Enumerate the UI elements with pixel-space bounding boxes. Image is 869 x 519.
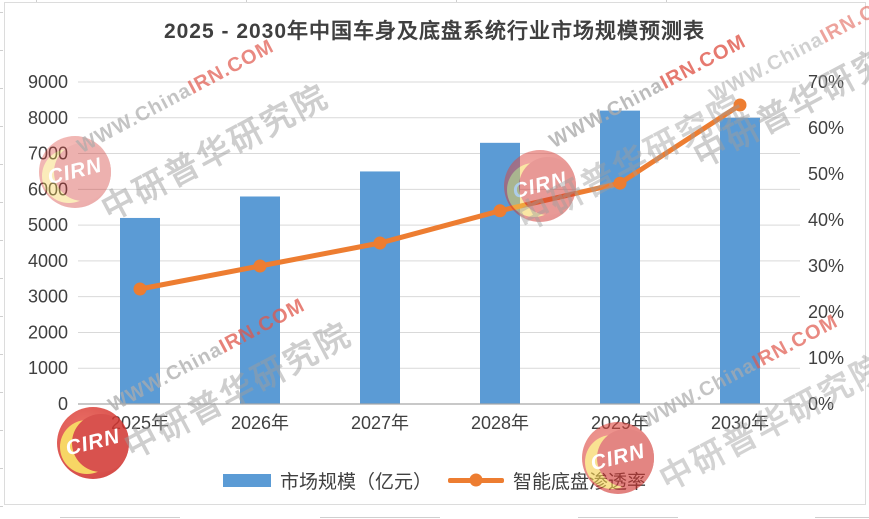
line-marker: [133, 282, 147, 296]
line-marker: [733, 98, 747, 112]
left-axis-tick-label: 9000: [28, 72, 68, 92]
sheet-edge-tick: [0, 50, 3, 51]
sheet-edge-tick: [0, 354, 3, 355]
bar: [120, 217, 160, 404]
bar: [720, 117, 760, 405]
sheet-edge-tick: [60, 517, 180, 518]
right-axis-tick-label: 70%: [808, 72, 844, 92]
legend-item-bar: 市场规模（亿元）: [222, 467, 432, 494]
bar: [600, 110, 640, 404]
right-axis-tick-label: 0%: [808, 394, 834, 414]
sheet-edge-tick: [456, 0, 457, 2]
right-axis-tick-label: 10%: [808, 348, 844, 368]
left-axis-tick-label: 1000: [28, 358, 68, 378]
left-axis-tick-label: 2000: [28, 322, 68, 342]
sheet-edge-tick: [0, 506, 3, 507]
sheet-edge-tick: [0, 278, 3, 279]
left-axis-tick-label: 8000: [28, 108, 68, 128]
sheet-edge-tick: [0, 468, 3, 469]
chart-title: 2025 - 2030年中国车身及底盘系统行业市场规模预测表: [163, 20, 706, 43]
right-axis-tick-label: 30%: [808, 256, 844, 276]
sheet-edge-tick: [0, 88, 3, 89]
sheet-edge-tick: [815, 517, 869, 518]
sheet-edge-tick: [666, 0, 667, 2]
sheet-edge-tick: [0, 126, 3, 127]
x-axis-label: 2030年: [711, 413, 769, 433]
legend-bar-label: 市场规模（亿元）: [279, 471, 432, 493]
line-marker: [493, 204, 507, 218]
sheet-edge-tick: [0, 202, 3, 203]
legend-line-swatch: [448, 473, 504, 487]
sheet-edge-tick: [0, 12, 3, 13]
legend-bar-swatch: [222, 473, 271, 487]
left-axis-tick-label: 0: [58, 394, 68, 414]
right-axis-tick-label: 60%: [808, 118, 844, 138]
x-axis-label: 2027年: [351, 413, 409, 433]
legend-item-line: 智能底盘渗透率: [448, 467, 646, 494]
line-marker: [373, 236, 387, 250]
left-axis-tick-label: 4000: [28, 251, 68, 271]
sheet-edge-tick: [0, 316, 3, 317]
left-axis-tick-label: 7000: [28, 144, 68, 164]
bar: [360, 171, 400, 404]
x-axis-label: 2028年: [471, 413, 529, 433]
right-axis-tick-label: 40%: [808, 210, 844, 230]
chart-border: [4, 2, 866, 505]
bar: [240, 196, 280, 404]
legend: 市场规模（亿元） 智能底盘渗透率: [0, 464, 869, 496]
sheet-edge-tick: [0, 240, 3, 241]
sheet-edge-tick: [578, 517, 678, 518]
left-axis-tick-label: 3000: [28, 287, 68, 307]
left-axis-tick-label: 5000: [28, 215, 68, 235]
sheet-edge-tick: [320, 517, 440, 518]
legend-line-dot-icon: [469, 473, 483, 487]
sheet-edge-tick: [0, 392, 3, 393]
right-axis-tick-label: 20%: [808, 302, 844, 322]
line-series: [137, 102, 743, 292]
legend-line-label: 智能底盘渗透率: [513, 471, 647, 493]
sheet-edge-tick: [0, 430, 3, 431]
x-axis-label: 2026年: [231, 413, 289, 433]
left-axis-tick-label: 6000: [28, 179, 68, 199]
sheet-edge-tick: [246, 0, 247, 2]
sheet-edge-tick: [36, 0, 37, 2]
line-marker: [253, 259, 267, 273]
sheet-edge-tick: [0, 164, 3, 165]
line-marker: [613, 176, 627, 190]
right-axis-tick-label: 50%: [808, 164, 844, 184]
